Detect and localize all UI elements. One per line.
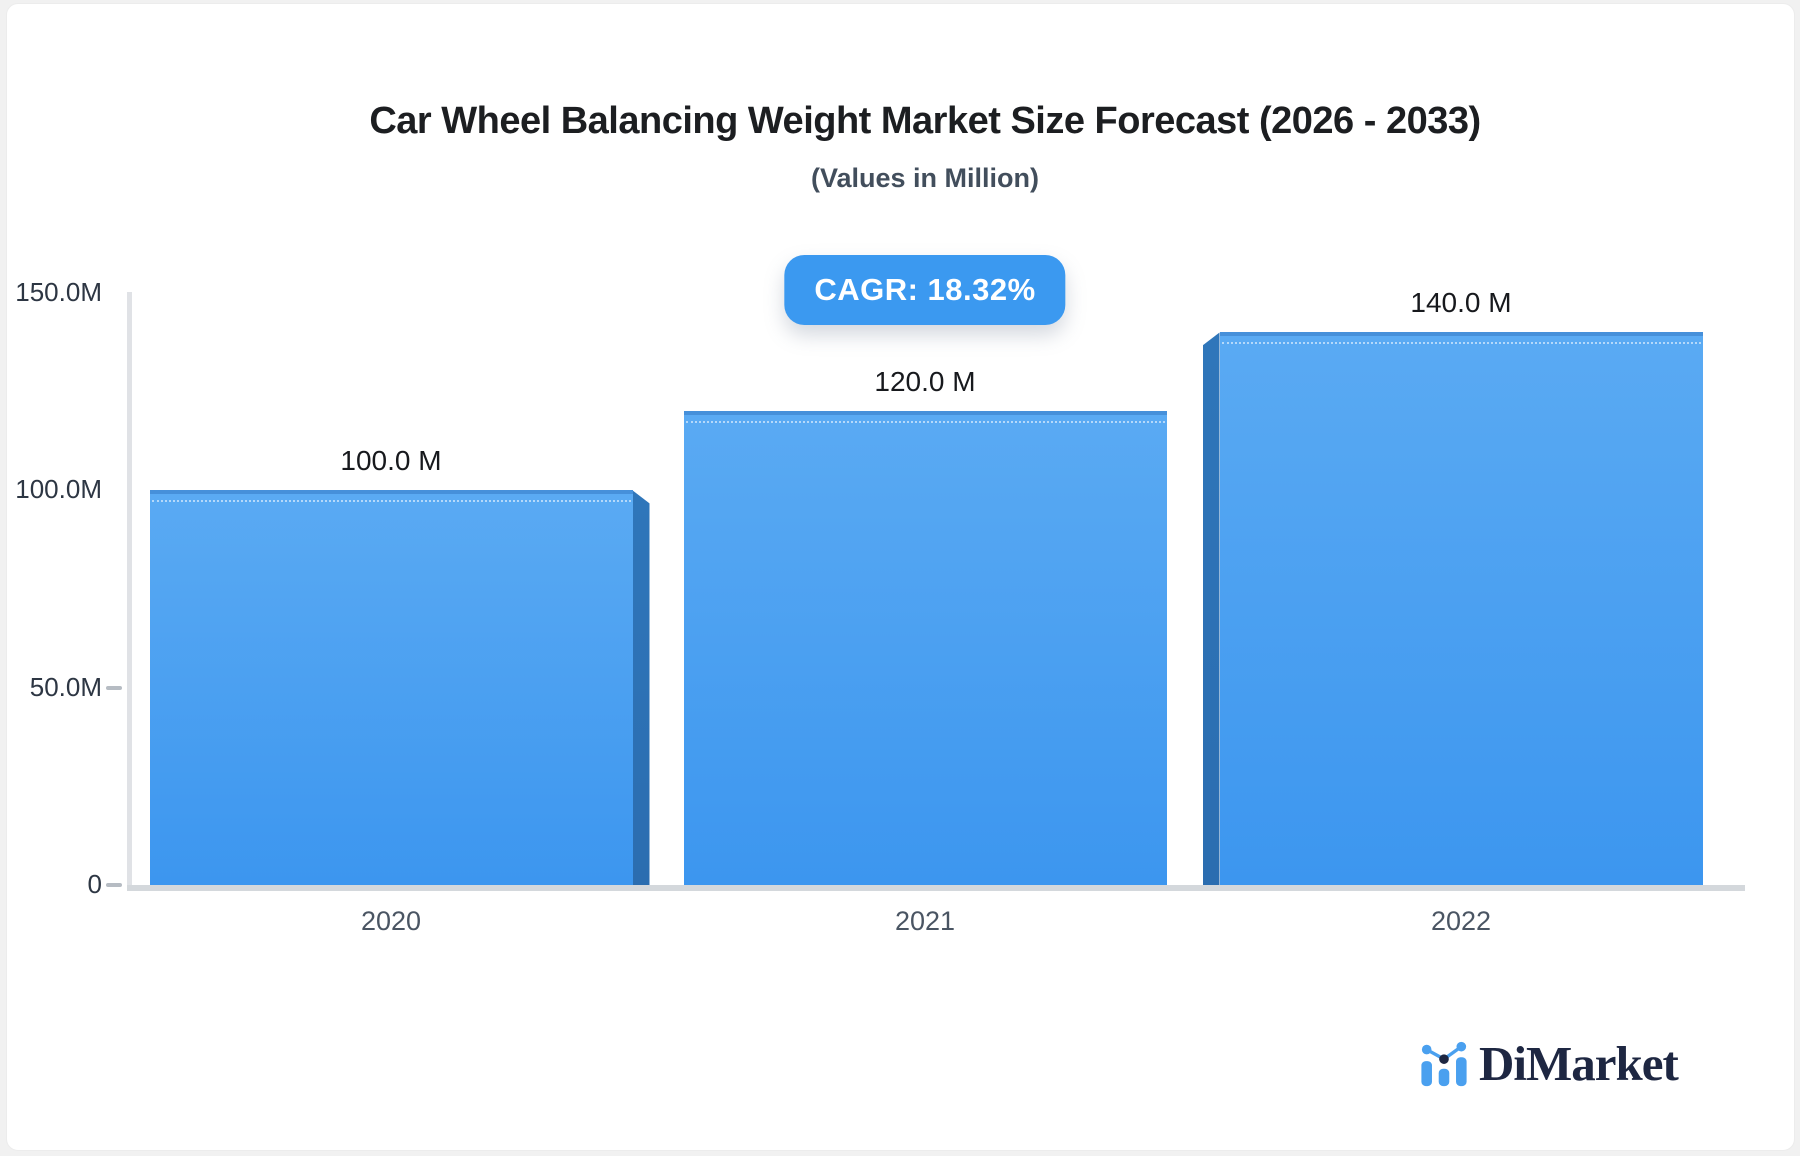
- x-axis-baseline: [127, 885, 1745, 891]
- page-title: Car Wheel Balancing Weight Market Size F…: [369, 100, 1481, 142]
- bar-2021[interactable]: [683, 411, 1167, 885]
- bar-2022[interactable]: [1219, 332, 1703, 885]
- mini-bar-chart-logo-icon: [1419, 1038, 1469, 1088]
- page-subtitle: (Values in Million): [810, 163, 1040, 193]
- cagr-badge: CAGR: 18.32%: [784, 255, 1066, 325]
- y-tick-label: 0: [87, 869, 102, 899]
- bar-value-label: 140.0 M: [1410, 287, 1512, 319]
- y-tick-label: 50.0M: [29, 671, 102, 702]
- bar-2020[interactable]: [149, 490, 633, 885]
- brand-name: DiMarket: [1479, 1035, 1679, 1091]
- y-tick-label: 150.0M: [15, 277, 102, 307]
- y-tick-dash: [106, 685, 122, 690]
- bar-3d-side-face: [632, 490, 650, 885]
- bar-3d-side-face: [1202, 332, 1220, 885]
- x-tick-label: 2021: [894, 906, 956, 936]
- x-tick-label: 2022: [1430, 906, 1492, 936]
- y-tick-dash: [106, 883, 122, 887]
- y-tick-label: 100.0M: [15, 474, 102, 505]
- brand-logo: DiMarket: [1419, 1035, 1679, 1091]
- x-tick-label: 2020: [360, 906, 422, 936]
- y-axis-line: [127, 292, 132, 890]
- bar-value-label: 100.0 M: [340, 445, 442, 477]
- bar-value-label: 120.0 M: [874, 366, 976, 398]
